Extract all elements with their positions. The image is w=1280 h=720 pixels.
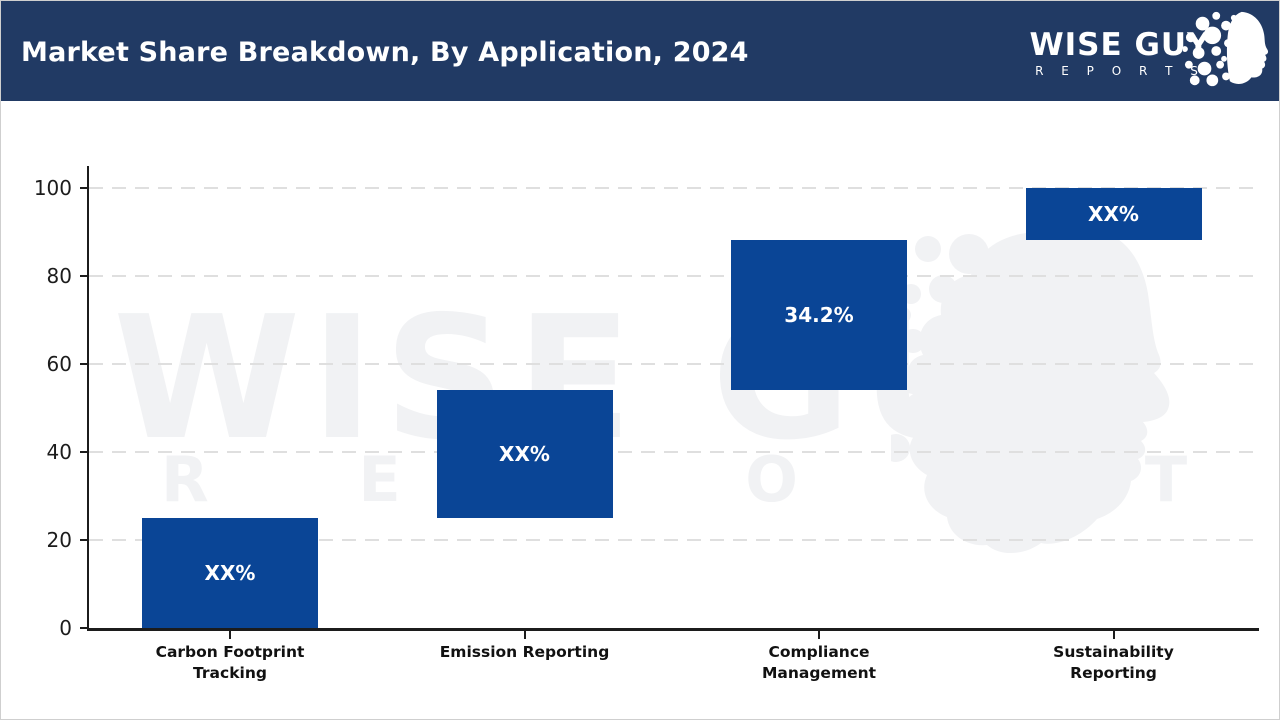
category-label-line: Emission Reporting [439, 643, 610, 661]
bar-4: XX% [1025, 188, 1202, 240]
header-bar: Market Share Breakdown, By Application, … [1, 1, 1279, 101]
page-title: Market Share Breakdown, By Application, … [21, 37, 749, 68]
gridline-y-20 [89, 539, 1259, 541]
category-label-4: Sustainability Reporting [994, 642, 1234, 684]
dotted-head-logo-icon [1183, 11, 1269, 87]
y-tick-label-80: 80 [46, 264, 72, 288]
bar-value-label: XX% [499, 442, 550, 467]
x-axis-line [87, 628, 1259, 631]
y-tick-mark-80 [80, 275, 89, 277]
y-tick-mark-0 [80, 627, 89, 629]
y-tick-mark-100 [80, 187, 89, 189]
logo-brand-subtitle: R E P O R T S [1035, 63, 1205, 78]
chart-plot-area: WISE GUY R E P O R T S 020406080100XX%Ca… [1, 101, 1279, 719]
category-label-3: Compliance Management [699, 642, 939, 684]
y-tick-label-40: 40 [46, 440, 72, 464]
bar-2: XX% [436, 390, 613, 518]
y-tick-label-60: 60 [46, 352, 72, 376]
gridline-y-100 [89, 187, 1259, 189]
y-tick-mark-20 [80, 539, 89, 541]
y-tick-mark-60 [80, 363, 89, 365]
x-tick-mark-1 [229, 631, 231, 639]
y-tick-mark-40 [80, 451, 89, 453]
x-tick-mark-3 [818, 631, 820, 639]
category-label-line: Sustainability [1053, 643, 1174, 661]
y-tick-label-0: 0 [59, 616, 72, 640]
category-label-line: Tracking [193, 664, 267, 682]
bar-value-label: 34.2% [784, 303, 854, 328]
watermark-dotted-head-icon [891, 229, 1170, 554]
bar-1: XX% [142, 518, 318, 628]
gridline-y-60 [89, 363, 1259, 365]
bar-value-label: XX% [1088, 201, 1139, 226]
x-tick-mark-2 [523, 631, 526, 639]
category-label-1: Carbon Footprint Tracking [110, 642, 350, 684]
category-label-line: Carbon Footprint [155, 643, 305, 661]
category-label-line: Reporting [1070, 664, 1157, 682]
gridline-y-80 [89, 275, 1259, 277]
y-tick-label-20: 20 [46, 528, 72, 552]
bar-3: 34.2% [731, 239, 907, 391]
logo-brand-name: WISE GUY [1029, 27, 1211, 63]
bar-value-label: XX% [204, 561, 256, 585]
gridline-y-40 [89, 451, 1259, 453]
logo-wordmark: WISE GUY R E P O R T S [1029, 29, 1211, 78]
category-label-line: Compliance [768, 643, 870, 661]
category-label-2: Emission Reporting [405, 642, 645, 663]
wise-guy-reports-logo: WISE GUY R E P O R T S [1029, 9, 1269, 95]
category-label-line: Management [761, 664, 877, 682]
x-tick-mark-4 [1112, 631, 1115, 639]
y-axis-line [87, 166, 89, 631]
y-tick-label-100: 100 [33, 176, 72, 200]
